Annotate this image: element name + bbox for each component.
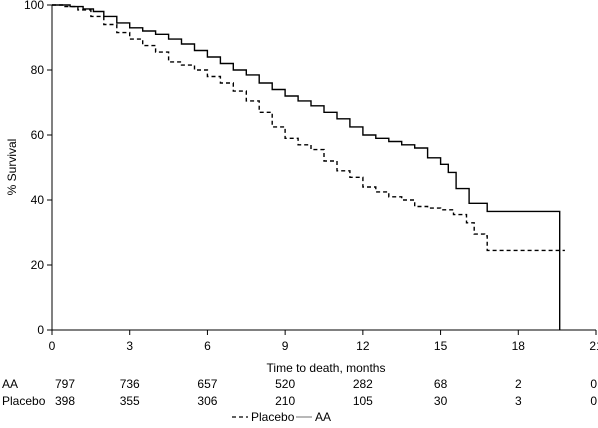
x-axis: 0 3 6 9 12 15 18 21: [49, 330, 598, 353]
series-placebo-line: [52, 4, 565, 252]
y-axis: 0 20 40 60 80 100: [24, 0, 52, 337]
y-tick-label: 0: [37, 323, 44, 337]
at-risk-value: 306: [197, 394, 217, 408]
at-risk-value: 657: [197, 377, 217, 391]
at-risk-value: 520: [275, 377, 295, 391]
legend: Placebo AA: [232, 410, 331, 424]
at-risk-value: 736: [120, 377, 140, 391]
at-risk-value: 282: [353, 377, 373, 391]
at-risk-value: 398: [55, 394, 75, 408]
legend-label-aa: AA: [315, 410, 331, 424]
at-risk-value: 30: [434, 394, 448, 408]
x-tick-label: 18: [512, 339, 526, 353]
y-tick-label: 60: [31, 128, 45, 142]
at-risk-value: 2: [515, 377, 522, 391]
at-risk-value: 355: [120, 394, 140, 408]
y-axis-title: % Survival: [5, 139, 19, 196]
y-tick-label: 40: [31, 193, 45, 207]
x-tick-label: 15: [434, 339, 448, 353]
at-risk-value: 105: [353, 394, 373, 408]
at-risk-value: 0: [590, 377, 597, 391]
at-risk-table: AA 797 736 657 520 282 68 2 0 Placebo 398 355 306 210…: [2, 377, 597, 408]
y-tick-label: 100: [24, 0, 44, 12]
x-tick-label: 12: [356, 339, 370, 353]
at-risk-row-label: AA: [2, 377, 18, 391]
x-tick-label: 6: [204, 339, 211, 353]
plot-frame: [51, 5, 596, 331]
legend-label-placebo: Placebo: [251, 410, 295, 424]
at-risk-value: 0: [590, 394, 597, 408]
at-risk-row-label: Placebo: [2, 394, 46, 408]
at-risk-value: 797: [55, 377, 75, 391]
y-tick-label: 80: [31, 63, 45, 77]
x-tick-label: 0: [49, 339, 56, 353]
x-axis-title: Time to death, months: [267, 361, 386, 375]
series-aa-line: [52, 4, 561, 330]
at-risk-value: 68: [434, 377, 448, 391]
series-layer: [52, 4, 565, 330]
at-risk-value: 3: [515, 394, 522, 408]
x-tick-label: 9: [282, 339, 289, 353]
at-risk-value: 210: [275, 394, 295, 408]
x-tick-label: 21: [589, 339, 598, 353]
y-tick-label: 20: [31, 258, 45, 272]
x-tick-label: 3: [126, 339, 133, 353]
